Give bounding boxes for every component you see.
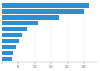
Bar — [2, 51, 14, 55]
Bar — [2, 3, 89, 8]
Bar — [2, 57, 12, 61]
Bar — [2, 45, 16, 49]
Bar — [2, 15, 59, 20]
Bar — [2, 21, 38, 25]
Bar — [2, 33, 22, 37]
Bar — [2, 9, 84, 14]
Bar — [2, 27, 27, 31]
Bar — [2, 39, 19, 43]
